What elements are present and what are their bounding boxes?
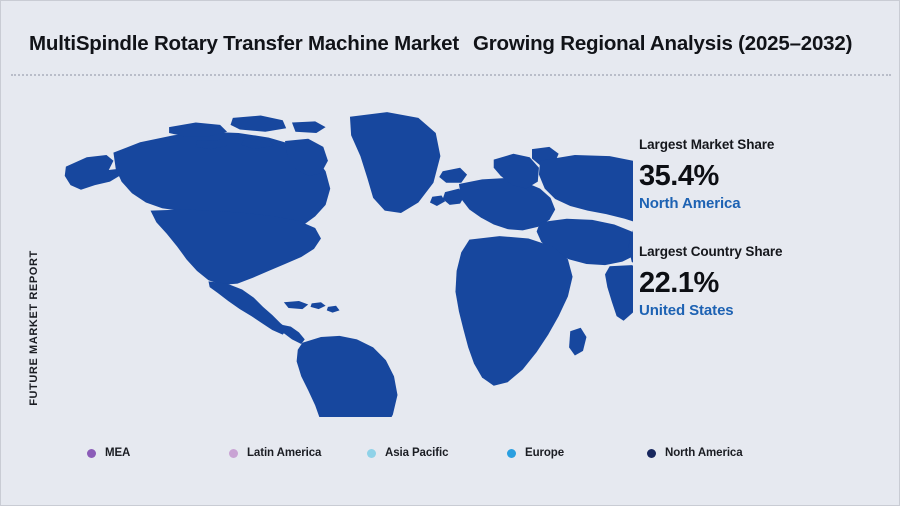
stat-label-market-share: Largest Market Share: [639, 137, 775, 152]
stat-value-country-share: 22.1%: [639, 267, 719, 300]
legend-label-north-america: North America: [665, 447, 743, 459]
legend-label-latin-america: Latin America: [247, 447, 322, 459]
page-title-main: MultiSpindle Rotary Transfer Machine Mar…: [29, 32, 459, 55]
stat-label-country-share: Largest Country Share: [639, 244, 783, 260]
legend-label-mea: MEA: [105, 447, 131, 459]
stat-block-country-share: Largest Country Share 22.1% United State…: [639, 244, 887, 319]
page-title: MultiSpindle Rotary Transfer Machine Mar…: [1, 29, 899, 73]
stat-region-market-share: North America: [639, 195, 741, 213]
legend-marker-europe: [507, 448, 516, 458]
stat-value-market-share: 35.4%: [639, 160, 719, 192]
legend-item-mea: MEA: [87, 447, 130, 459]
brand-watermark: FUTURE MARKET REPORT: [23, 233, 45, 423]
world-map-svg: [64, 112, 633, 417]
legend-marker-latin-america: [229, 448, 238, 458]
legend-item-asia-pacific: Asia Pacific: [367, 447, 448, 459]
brand-watermark-label: FUTURE MARKET REPORT: [28, 250, 41, 406]
legend-marker-asia-pacific: [367, 448, 376, 458]
legend-marker-mea: [87, 448, 96, 458]
legend-item-latin-america: Latin America: [229, 447, 321, 459]
legend-label-asia-pacific: Asia Pacific: [385, 447, 449, 459]
stat-region-country-share: United States: [639, 302, 734, 320]
page-title-subject: Growing Regional Analysis (2025–2032): [473, 32, 853, 55]
legend-item-europe: Europe: [507, 447, 564, 459]
title-divider: [11, 74, 891, 76]
legend-marker-north-america: [647, 448, 656, 458]
stats-panel: Largest Market Share 35.4% North America…: [639, 137, 887, 319]
legend-label-europe: Europe: [525, 447, 565, 459]
world-map-landmass: [64, 112, 633, 417]
legend-item-north-america: North America: [647, 447, 743, 459]
map-legend: MEA Latin America Asia Pacific Europe No…: [87, 447, 827, 469]
world-map: [53, 97, 633, 417]
stat-block-market-share: Largest Market Share 35.4% North America: [639, 137, 887, 212]
